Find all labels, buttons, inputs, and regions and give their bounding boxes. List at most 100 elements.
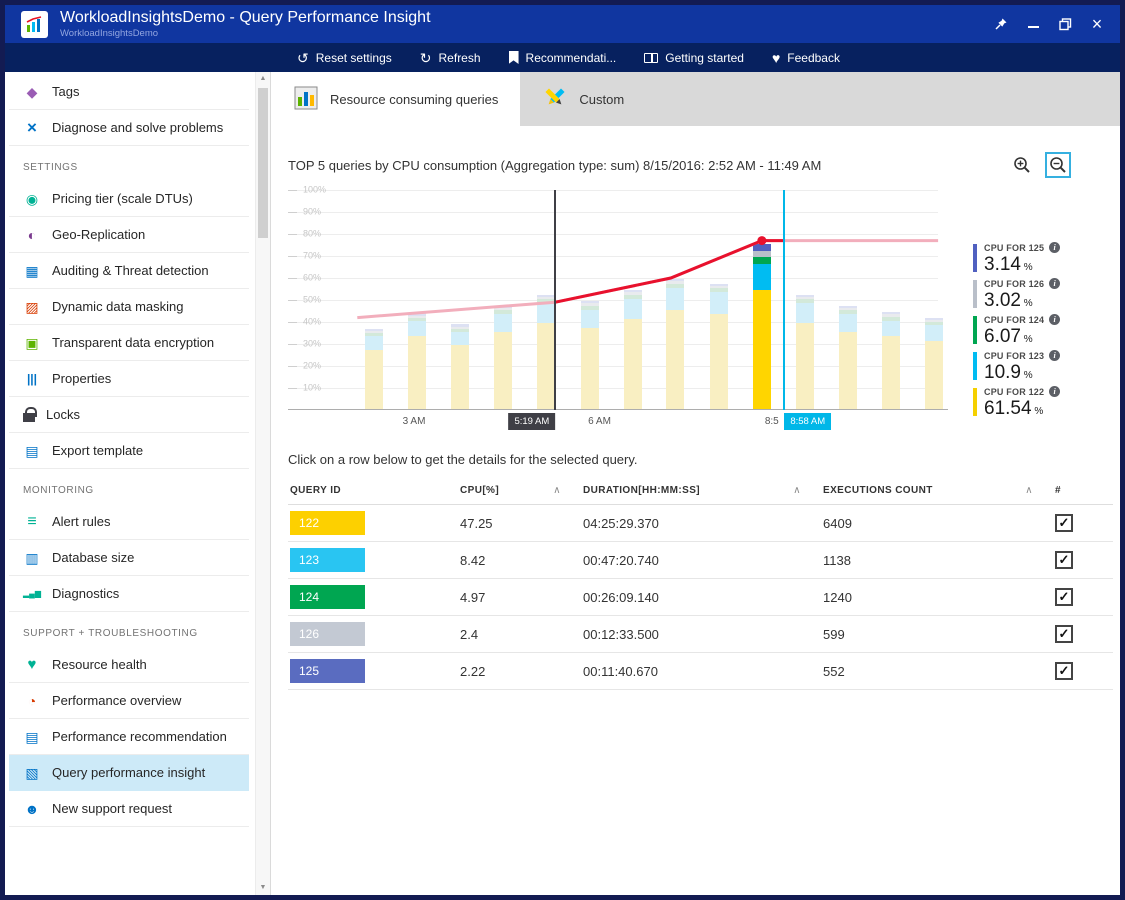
sidebar-item-new-support-request[interactable]: ☻ New support request — [9, 791, 249, 827]
table-row-query-124[interactable]: 124 4.97 00:26:09.140 1240 ✓ — [288, 578, 1113, 616]
zoom-in-icon[interactable] — [1009, 152, 1035, 178]
chart-bar[interactable] — [451, 324, 470, 409]
chart-bar[interactable] — [623, 290, 642, 409]
sidebar-item-properties[interactable]: ||| Properties — [9, 361, 249, 397]
column-header-duration-hh-mm-ss[interactable]: DURATION[HH:MM:SS] ∧ — [581, 475, 821, 505]
legend-value: 3.14 % — [984, 254, 1033, 275]
tab-custom[interactable]: Custom — [520, 72, 646, 126]
toolbar-button-refresh[interactable]: ↻ Refresh — [420, 51, 481, 65]
query-id-badge[interactable]: 122 — [290, 511, 365, 535]
sidebar-item-pricing-tier-scale-dtus[interactable]: ◉ Pricing tier (scale DTUs) — [9, 181, 249, 217]
sidebar-item-label: Locks — [46, 407, 80, 422]
legend-unit: % — [1020, 262, 1033, 273]
bar-segment-123 — [666, 288, 685, 310]
scroll-up-icon[interactable]: ▲ — [259, 75, 267, 82]
table-row-query-125[interactable]: 125 2.22 00:11:40.670 552 ✓ — [288, 652, 1113, 690]
sort-caret-icon[interactable]: ∧ — [793, 485, 801, 496]
query-id-badge[interactable]: 125 — [290, 659, 365, 683]
column-header-label: # — [1055, 485, 1061, 496]
bar-segment-124 — [364, 333, 383, 337]
sidebar-item-tags[interactable]: ◆ Tags — [9, 74, 249, 110]
bar-segment-124 — [752, 257, 771, 264]
time-marker-start[interactable] — [554, 190, 557, 410]
sidebar-item-query-performance-insight[interactable]: ▧ Query performance insight — [9, 755, 249, 791]
sidebar-item-alert-rules[interactable]: ≡ Alert rules — [9, 504, 249, 540]
sidebar-item-performance-recommendation[interactable]: ▤ Performance recommendation — [9, 719, 249, 755]
chart-bar[interactable] — [795, 294, 814, 409]
chart-bar[interactable] — [709, 283, 728, 409]
legend-label: CPU FOR 123 i — [984, 350, 1061, 361]
chart-bar[interactable] — [666, 279, 685, 409]
info-icon[interactable]: i — [1049, 314, 1061, 325]
row-checkbox[interactable]: ✓ — [1055, 514, 1073, 532]
toolbar-button-getting-started[interactable]: Getting started — [644, 51, 744, 65]
info-icon[interactable]: i — [1049, 242, 1061, 253]
chart-bar[interactable] — [882, 312, 901, 409]
chart-bar[interactable] — [580, 301, 599, 409]
zoom-group — [1009, 152, 1071, 178]
zoom-out-icon[interactable] — [1045, 152, 1071, 178]
checkbox-cell: ✓ — [1053, 541, 1113, 579]
duration-cell: 00:11:40.670 — [581, 652, 821, 690]
sidebar-item-geo-replication[interactable]: ◐ Geo-Replication — [9, 217, 249, 253]
pin-icon[interactable] — [988, 12, 1014, 36]
query-id-badge[interactable]: 124 — [290, 585, 365, 609]
query-id-badge[interactable]: 123 — [290, 548, 365, 572]
geo-replication-icon: ◐ — [27, 226, 37, 243]
table-row-query-126[interactable]: 126 2.4 00:12:33.500 599 ✓ — [288, 615, 1113, 653]
chart-bar[interactable] — [537, 294, 556, 409]
sort-caret-icon[interactable]: ∧ — [553, 485, 561, 496]
sidebar-item-export-template[interactable]: ▤ Export template — [9, 433, 249, 469]
toolbar-button-feedback[interactable]: ♥ Feedback — [772, 51, 840, 65]
sidebar-item-diagnose-and-solve-problems[interactable]: × Diagnose and solve problems — [9, 110, 249, 146]
sidebar-item-auditing-threat-detection[interactable]: ▦ Auditing & Threat detection — [9, 253, 249, 289]
legend-item-cpu-for-126: CPU FOR 126 i 3.02 % — [973, 278, 1105, 314]
legend-color-bar — [973, 280, 977, 308]
table-row-query-123[interactable]: 123 8.42 00:47:20.740 1138 ✓ — [288, 541, 1113, 579]
toolbar-button-reset-settings[interactable]: ↺ Reset settings — [297, 51, 392, 65]
row-checkbox[interactable]: ✓ — [1055, 588, 1073, 606]
bar-segment-123 — [925, 325, 944, 341]
sidebar-scrollbar[interactable]: ▲ ▼ — [255, 72, 270, 895]
column-header-executions-count[interactable]: EXECUTIONS COUNT ∧ — [821, 475, 1053, 505]
row-checkbox[interactable]: ✓ — [1055, 551, 1073, 569]
sidebar-item-database-size[interactable]: ▥ Database size — [9, 540, 249, 576]
minimize-icon[interactable] — [1020, 12, 1046, 36]
chart-bar[interactable] — [364, 328, 383, 409]
sidebar-item-label: Diagnose and solve problems — [52, 120, 224, 135]
scroll-down-icon[interactable]: ▼ — [259, 884, 267, 891]
main-panel: Resource consuming queries Custom TOP 5 … — [271, 72, 1120, 895]
toolbar-button-recommendati[interactable]: Recommendati... — [508, 51, 616, 65]
table-row-query-122[interactable]: 122 47.25 04:25:29.370 6409 ✓ — [288, 504, 1113, 542]
sort-caret-icon[interactable]: ∧ — [1025, 485, 1033, 496]
chart-bar[interactable] — [925, 317, 944, 409]
sidebar-item-resource-health[interactable]: ♥ Resource health — [9, 647, 249, 683]
sidebar-item-diagnostics[interactable]: ▂▄▆ Diagnostics — [9, 576, 249, 612]
bar-segment-123 — [494, 314, 513, 332]
column-header-cpu[interactable]: CPU[%] ∧ — [458, 475, 581, 505]
time-marker-end[interactable] — [783, 190, 786, 410]
info-icon[interactable]: i — [1049, 278, 1061, 289]
chart-bar[interactable] — [494, 305, 513, 409]
gridline — [288, 278, 938, 279]
sidebar-item-locks[interactable]: Locks — [9, 397, 249, 433]
close-icon[interactable]: × — [1091, 13, 1103, 34]
restore-icon[interactable] — [1052, 12, 1078, 36]
chart-bar[interactable] — [752, 244, 771, 409]
bar-segment-123 — [623, 299, 642, 319]
legend-label-text: CPU FOR 123 — [984, 350, 1045, 361]
sidebar-item-performance-overview[interactable]: ◔ Performance overview — [9, 683, 249, 719]
row-checkbox[interactable]: ✓ — [1055, 625, 1073, 643]
info-icon[interactable]: i — [1049, 386, 1061, 397]
info-icon[interactable]: i — [1049, 350, 1061, 361]
row-checkbox[interactable]: ✓ — [1055, 662, 1073, 680]
sidebar-item-transparent-data-encryption[interactable]: ▣ Transparent data encryption — [9, 325, 249, 361]
scrollbar-thumb[interactable] — [258, 88, 268, 238]
chart-bar[interactable] — [407, 313, 426, 409]
toolbar-button-label: Getting started — [665, 50, 744, 65]
sidebar-item-dynamic-data-masking[interactable]: ▨ Dynamic data masking — [9, 289, 249, 325]
toolbar-buttons: ↺ Reset settings ↻ Refresh Recommendati... Ge… — [297, 51, 840, 65]
tab-resource-consuming-queries[interactable]: Resource consuming queries — [271, 72, 521, 126]
chart-bar[interactable] — [839, 305, 858, 409]
query-id-badge[interactable]: 126 — [290, 622, 365, 646]
